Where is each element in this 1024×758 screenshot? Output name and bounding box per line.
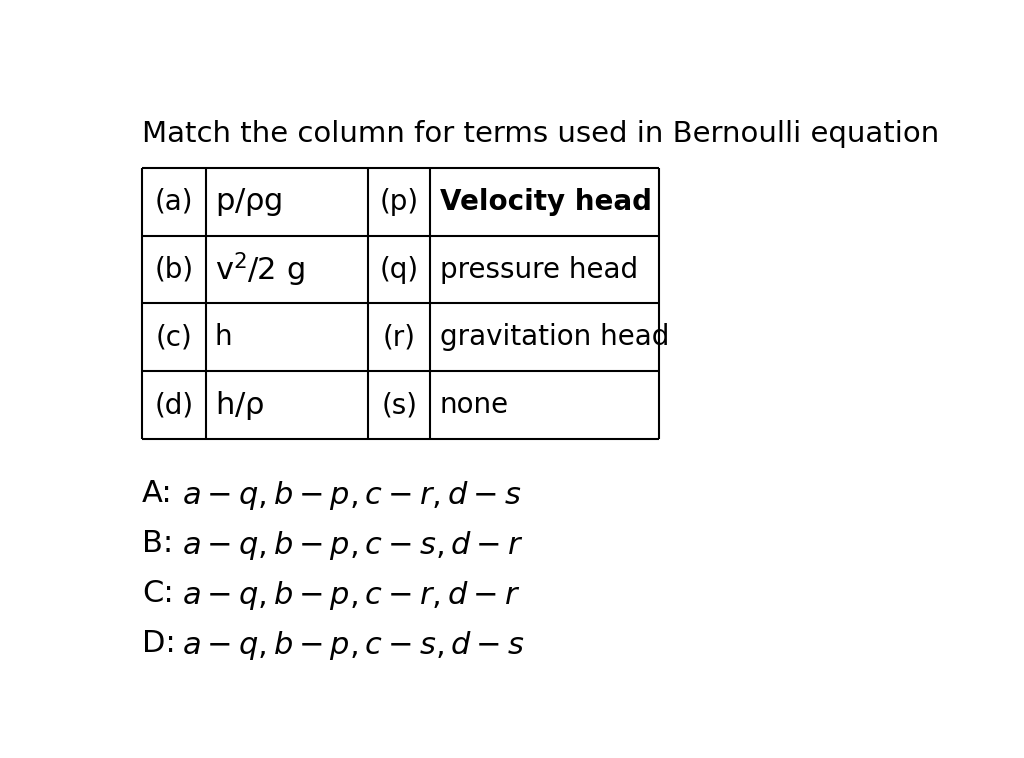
- Text: h: h: [215, 324, 232, 352]
- Text: A:: A:: [142, 479, 173, 508]
- Text: $\mathrm{v^2/2\ g}$: $\mathrm{v^2/2\ g}$: [215, 250, 304, 289]
- Text: Velocity head: Velocity head: [439, 188, 651, 216]
- Text: (p): (p): [380, 188, 419, 216]
- Text: gravitation head: gravitation head: [439, 324, 669, 352]
- Text: $a - q, b - p, c - s, d - s$: $a - q, b - p, c - s, d - s$: [182, 629, 525, 662]
- Text: $a - q, b - p, c - s, d - r$: $a - q, b - p, c - s, d - r$: [182, 529, 524, 562]
- Text: (d): (d): [155, 391, 194, 419]
- Text: (a): (a): [155, 188, 193, 216]
- Text: (s): (s): [381, 391, 417, 419]
- Text: C:: C:: [142, 579, 174, 608]
- Text: Match the column for terms used in Bernoulli equation: Match the column for terms used in Berno…: [142, 121, 939, 149]
- Text: $a - q, b - p, c - r, d - s$: $a - q, b - p, c - r, d - s$: [182, 479, 521, 512]
- Text: (r): (r): [383, 324, 416, 352]
- Text: D:: D:: [142, 629, 175, 658]
- Text: B:: B:: [142, 529, 173, 558]
- Text: (c): (c): [156, 324, 193, 352]
- Text: $\mathrm{p/\rho g}$: $\mathrm{p/\rho g}$: [215, 186, 283, 218]
- Text: pressure head: pressure head: [439, 255, 638, 283]
- Text: none: none: [439, 391, 509, 419]
- Text: (q): (q): [380, 255, 419, 283]
- Text: $\mathrm{h/\rho}$: $\mathrm{h/\rho}$: [215, 389, 264, 421]
- Text: $a - q, b - p, c - r, d - r$: $a - q, b - p, c - r, d - r$: [182, 579, 520, 612]
- Text: (b): (b): [155, 255, 194, 283]
